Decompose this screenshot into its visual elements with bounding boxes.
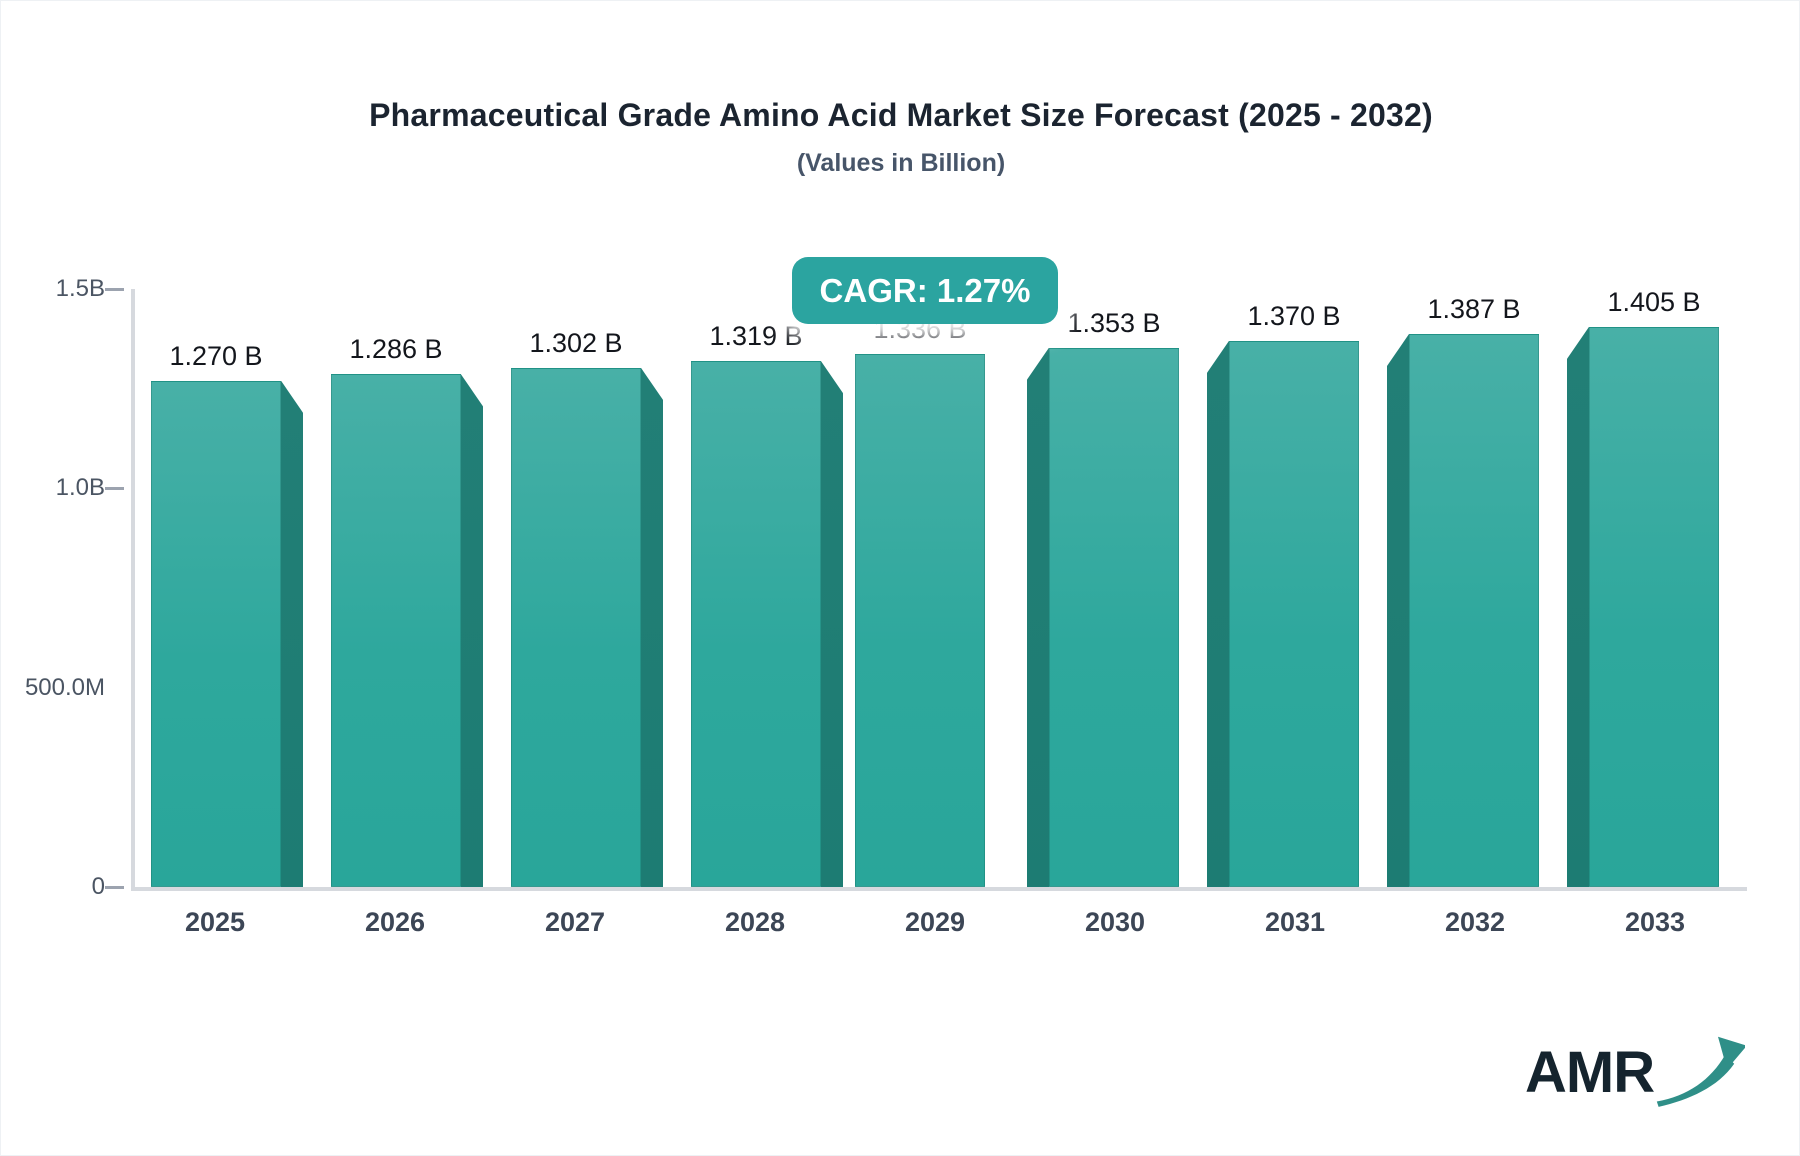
bar-side-face bbox=[1027, 347, 1049, 887]
x-tick-label: 2033 bbox=[1624, 907, 1686, 937]
x-tick-label: 2027 bbox=[544, 907, 606, 937]
y-tick-label: 1.5B bbox=[55, 275, 105, 302]
y-tick-label: 0 bbox=[91, 873, 105, 900]
chart-subtitle: (Values in Billion) bbox=[796, 149, 1006, 177]
y-tick-label: 500.0M bbox=[24, 673, 105, 701]
bar-2029[interactable] bbox=[855, 354, 985, 887]
y-tick-mark bbox=[105, 288, 124, 291]
y-tick-mark bbox=[105, 886, 124, 889]
bar-side-face bbox=[821, 361, 843, 887]
bar-2033[interactable] bbox=[1589, 326, 1719, 887]
y-tick-mark bbox=[105, 487, 124, 491]
cagr-badge: CAGR: 1.27% bbox=[792, 257, 1058, 324]
bar-side-face bbox=[281, 380, 303, 887]
bar-2027[interactable] bbox=[511, 367, 641, 887]
bar-value-label: 1.405 B bbox=[1607, 286, 1701, 317]
amr-logo: AMR bbox=[1525, 1031, 1745, 1121]
bar-value-label: 1.353 B bbox=[1067, 307, 1161, 338]
bar-2025[interactable] bbox=[151, 380, 281, 887]
growth-arrow-icon bbox=[1656, 1036, 1745, 1107]
x-tick-label: 2029 bbox=[904, 907, 966, 937]
bar-2030[interactable] bbox=[1049, 347, 1179, 887]
bar-value-label: 1.286 B bbox=[349, 334, 443, 365]
bar-side-face bbox=[1387, 334, 1409, 887]
bar-value-label: 1.302 B bbox=[529, 327, 623, 358]
bar-side-face bbox=[1567, 326, 1589, 887]
x-tick-label: 2031 bbox=[1264, 907, 1326, 937]
x-axis-line bbox=[131, 887, 1747, 891]
x-tick-label: 2025 bbox=[184, 907, 246, 937]
bar-value-label: 1.370 B bbox=[1247, 300, 1341, 331]
bar-side-face bbox=[641, 367, 663, 887]
bar-side-face bbox=[1207, 340, 1229, 887]
x-tick-label: 2028 bbox=[724, 907, 786, 937]
bar-2028[interactable] bbox=[691, 361, 821, 887]
bar-value-label: 1.387 B bbox=[1427, 294, 1521, 325]
bar-2032[interactable] bbox=[1409, 334, 1539, 887]
bar-value-label: 1.319 B bbox=[709, 321, 803, 352]
amr-logo-text: AMR bbox=[1525, 1040, 1655, 1105]
x-tick-label: 2026 bbox=[364, 907, 426, 937]
bar-2031[interactable] bbox=[1229, 340, 1359, 887]
bar-value-label: 1.270 B bbox=[169, 340, 263, 371]
x-tick-label: 2032 bbox=[1444, 907, 1506, 937]
chart-title: Pharmaceutical Grade Amino Acid Market S… bbox=[369, 97, 1433, 133]
y-tick-label: 1.0B bbox=[55, 474, 105, 502]
x-tick-label: 2030 bbox=[1084, 907, 1146, 937]
bar-2026[interactable] bbox=[331, 374, 461, 887]
bar-side-face bbox=[461, 374, 483, 887]
y-axis-line bbox=[131, 289, 135, 891]
